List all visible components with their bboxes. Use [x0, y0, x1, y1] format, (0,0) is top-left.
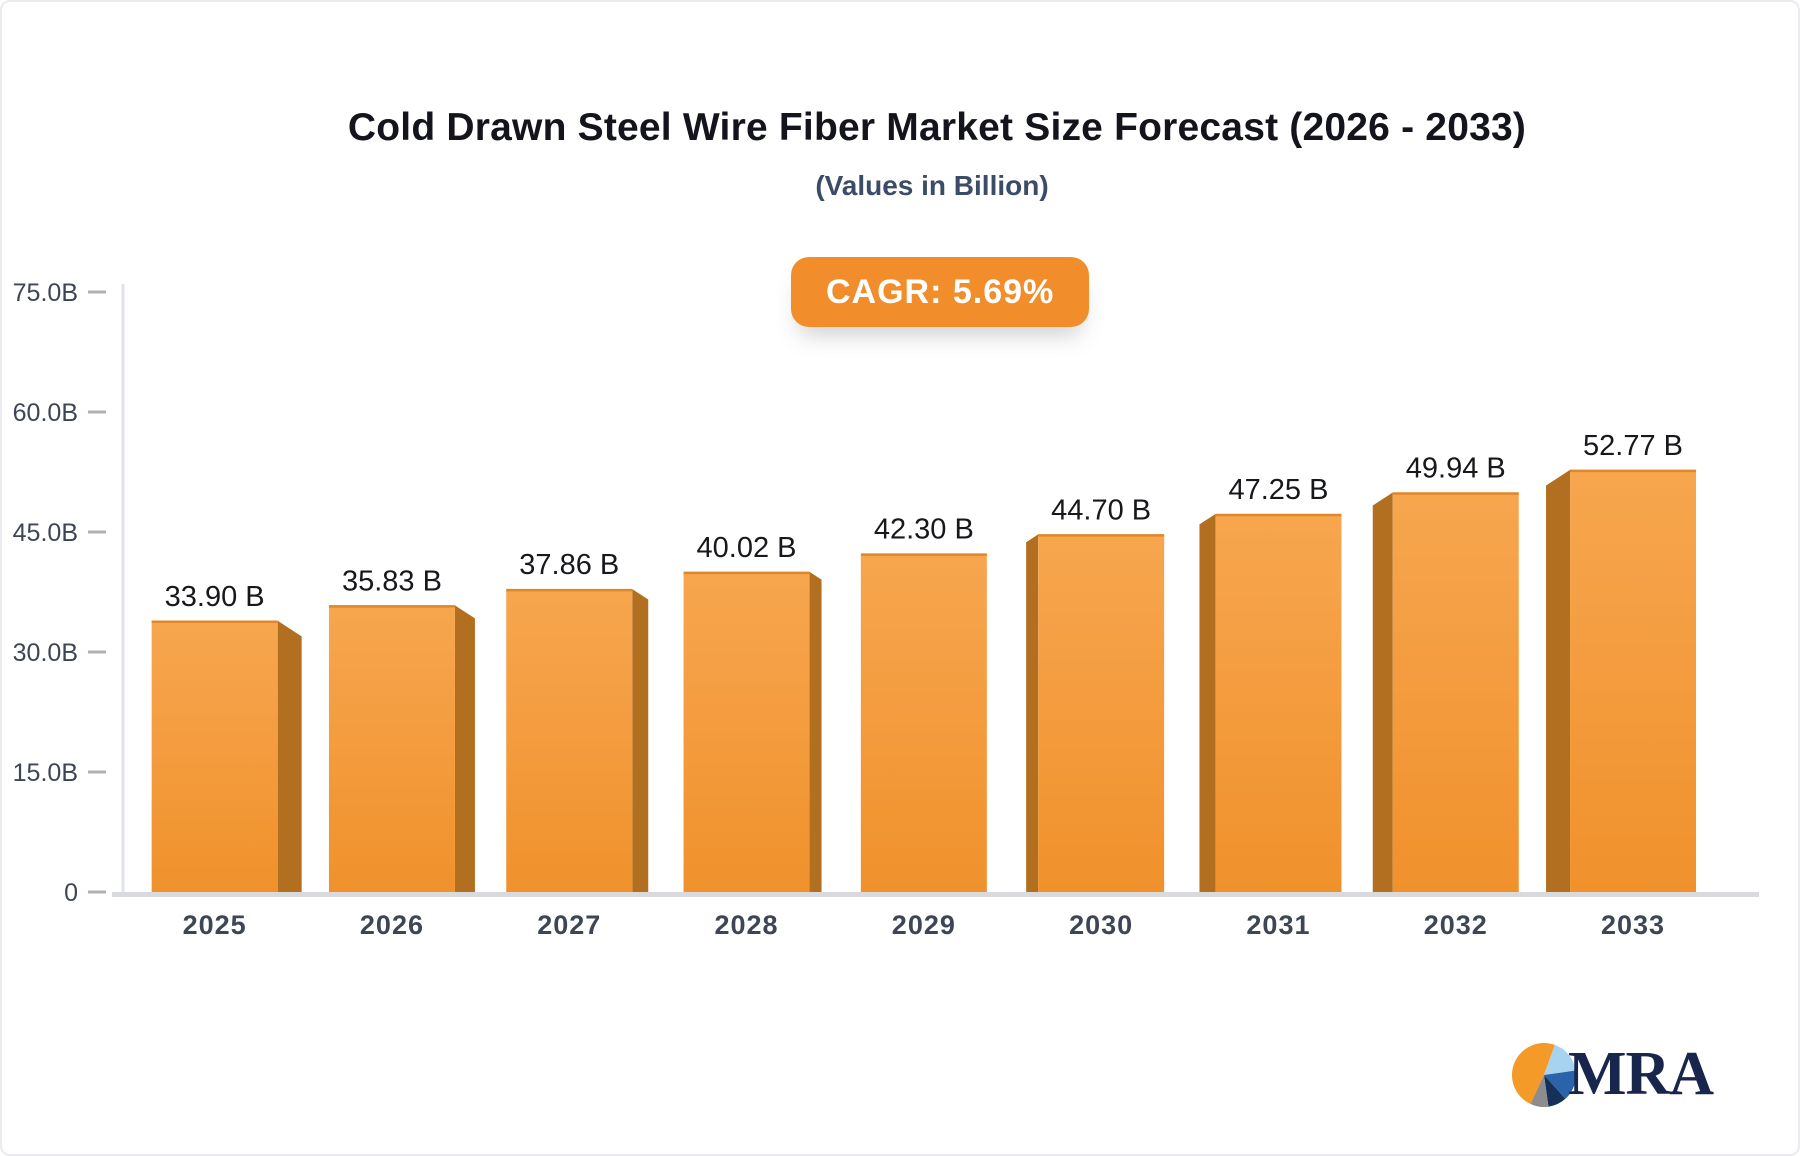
bar-side-face [454, 605, 475, 892]
bar-side-face [1199, 514, 1216, 892]
x-tick-label: 2028 [715, 910, 779, 940]
bar-2027[interactable]: 37.86 B [506, 549, 649, 892]
bar-face[interactable] [1570, 469, 1697, 892]
bar-face[interactable] [1392, 492, 1519, 892]
x-tick-label: 2033 [1601, 910, 1665, 940]
logo-text: MRA [1568, 1040, 1714, 1108]
bar-side-face [277, 620, 302, 892]
y-tick-label: 45.0B [13, 519, 78, 547]
bar-value-label: 47.25 B [1228, 474, 1328, 506]
bar-side-face [809, 571, 822, 892]
x-tick-label: 2029 [892, 910, 956, 940]
y-tick-label: 0 [64, 879, 78, 907]
bar-face[interactable] [683, 571, 810, 892]
x-tick-label: 2027 [537, 910, 601, 940]
logo-pie-slice-light-blue [1544, 1044, 1576, 1075]
bar-face[interactable] [328, 605, 455, 892]
bar-face[interactable] [1038, 534, 1165, 892]
bar-value-label: 40.02 B [697, 532, 797, 564]
x-tick-label: 2026 [360, 910, 424, 940]
x-tick-label: 2031 [1246, 910, 1310, 940]
bar-2031[interactable]: 47.25 B [1199, 474, 1342, 892]
bar-2025[interactable]: 33.90 B [151, 581, 302, 892]
bar-side-face [1372, 492, 1393, 892]
bar-face[interactable] [860, 553, 987, 892]
y-axis: 0 15.0B 30.0B 45.0B 60.0B 75.0B [13, 279, 106, 907]
bar-value-label: 52.77 B [1583, 430, 1683, 462]
x-tick-label: 2025 [183, 910, 247, 940]
bar-value-label: 33.90 B [165, 581, 265, 613]
y-tick-label: 75.0B [13, 279, 78, 307]
bar-2028[interactable]: 40.02 B [683, 532, 822, 892]
chart-title: Cold Drawn Steel Wire Fiber Market Size … [347, 106, 1527, 149]
y-tick-label: 30.0B [13, 639, 78, 667]
bar-side-face [632, 589, 649, 892]
bar-2030[interactable]: 44.70 B [1026, 494, 1165, 892]
logo-pie-slice-gray [1530, 1075, 1549, 1107]
cagr-badge: CAGR: 5.69% [791, 257, 1090, 327]
pie-chart-logo-icon [1512, 1043, 1576, 1107]
bar-face[interactable] [506, 589, 633, 892]
bar-side-face [1546, 469, 1571, 892]
y-tick-label: 15.0B [13, 759, 78, 787]
chart-subtitle: (Values in Billion) [815, 170, 1049, 201]
bar-2029[interactable]: 42.30 B [860, 514, 987, 892]
bar-side-face [1026, 534, 1039, 892]
logo-pie-slice-royal-blue [1544, 1070, 1576, 1099]
x-tick-label: 2032 [1424, 910, 1488, 940]
bar-value-label: 44.70 B [1051, 494, 1151, 526]
bar-2033[interactable]: 52.77 B [1546, 430, 1697, 892]
bar-value-label: 49.94 B [1406, 452, 1506, 484]
x-tick-label: 2030 [1069, 910, 1133, 940]
bars-group: 33.90 B 35.83 B 37.86 B 40.02 B 42.30 B 44.70… [151, 430, 1697, 892]
logo-pie-slice-orange [1512, 1043, 1555, 1105]
bar-face[interactable] [1215, 514, 1342, 892]
bar-2026[interactable]: 35.83 B [328, 565, 475, 892]
cagr-badge-label: CAGR: 5.69% [826, 273, 1055, 311]
logo-pie-slice-navy [1544, 1075, 1566, 1107]
bar-value-label: 42.30 B [874, 514, 974, 546]
mra-logo[interactable]: MRA [1510, 1038, 1714, 1110]
bar-face[interactable] [151, 620, 278, 892]
bar-value-label: 37.86 B [519, 549, 619, 581]
bar-2032[interactable]: 49.94 B [1372, 452, 1519, 892]
y-tick-label: 60.0B [13, 399, 78, 427]
bar-value-label: 35.83 B [342, 565, 442, 597]
